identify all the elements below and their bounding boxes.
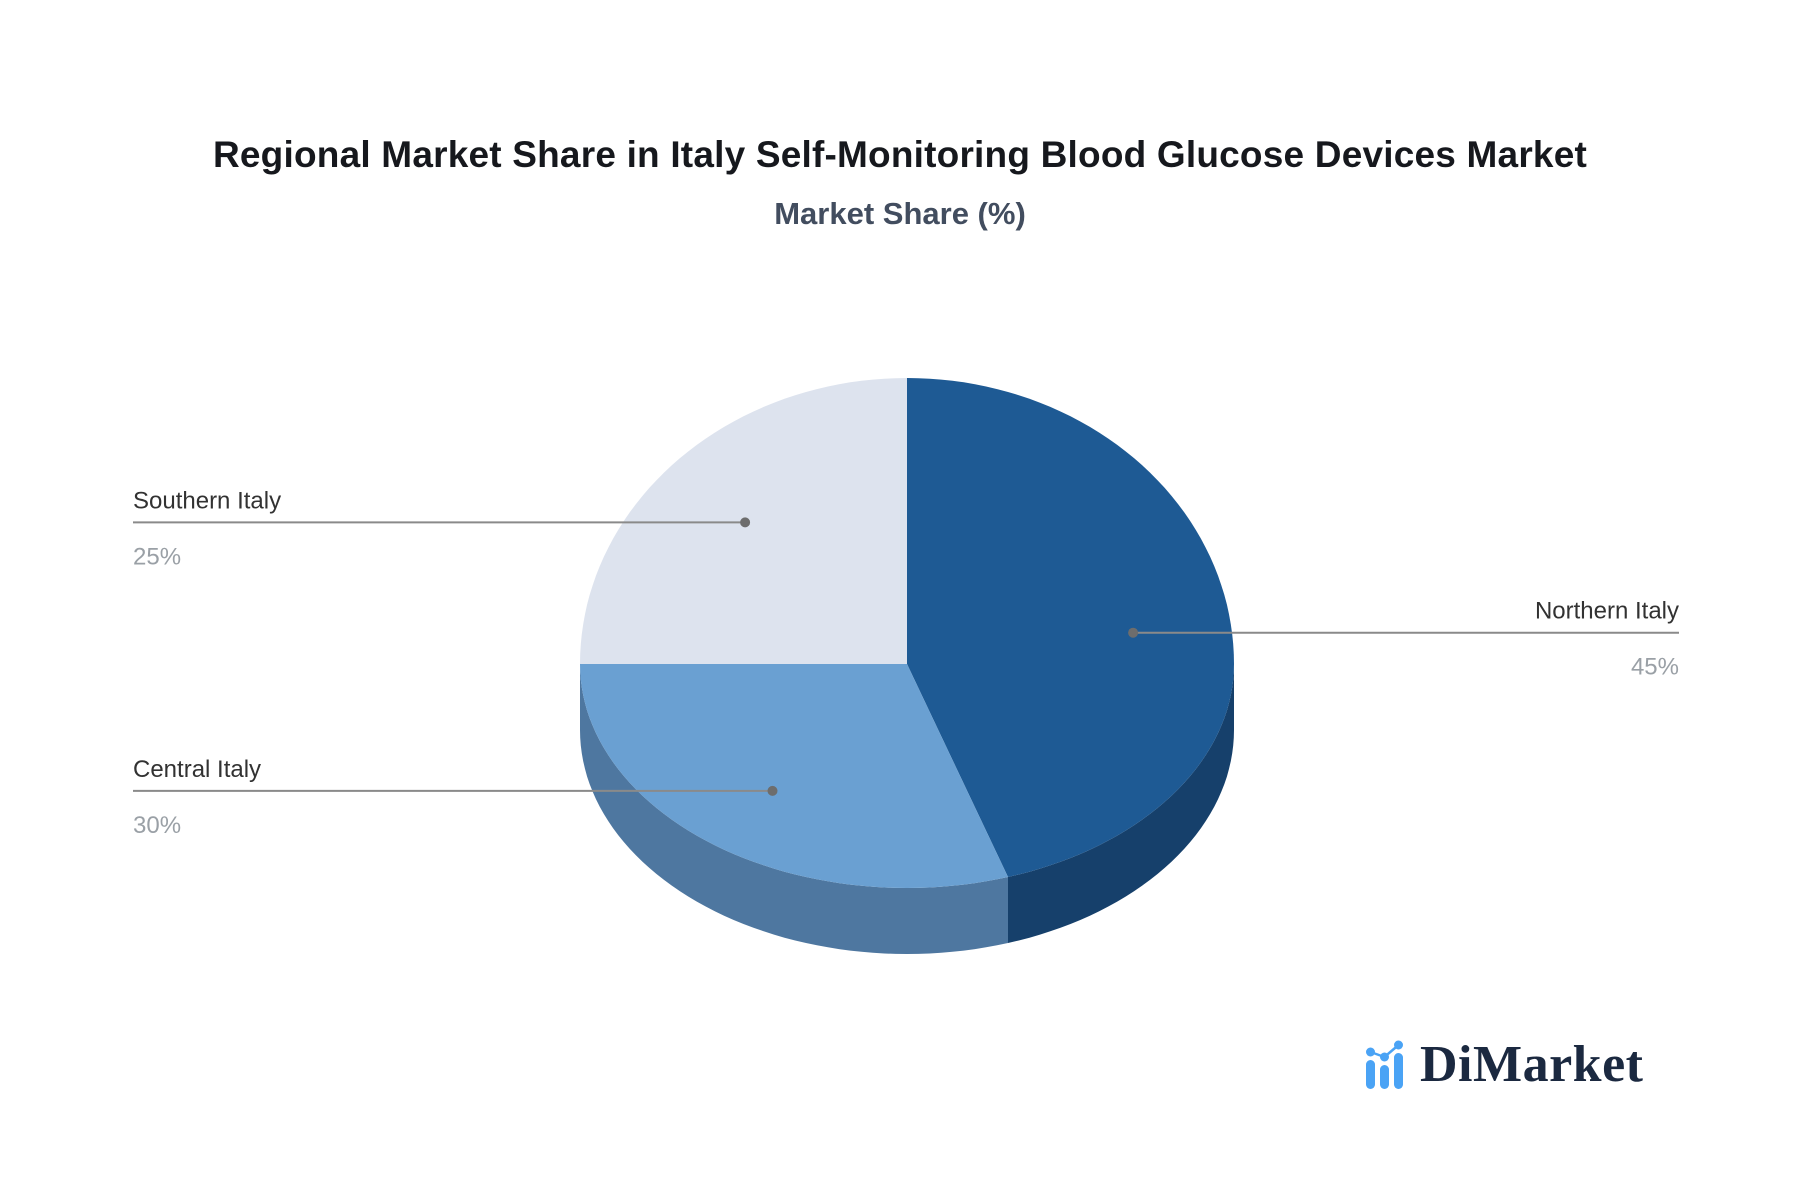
slice-percent-central-italy: 30%	[133, 812, 181, 839]
dimarket-logo-text: DiMarket	[1420, 1036, 1644, 1093]
dimarket-logo-icon	[1366, 1040, 1403, 1089]
leader-dot-northern-italy	[1128, 627, 1139, 638]
pie-slice-side-central-italy	[580, 664, 1008, 954]
pie-slice-northern-italy[interactable]	[907, 378, 1234, 877]
chart-subtitle: Market Share (%)	[774, 196, 1026, 231]
slice-percent-southern-italy: 25%	[133, 543, 181, 570]
slice-label-northern-italy: Northern Italy	[1535, 598, 1679, 625]
pie-slice-central-italy[interactable]	[580, 664, 1008, 888]
leader-dot-southern-italy	[740, 517, 751, 528]
slice-label-southern-italy: Southern Italy	[133, 487, 281, 514]
slice-label-central-italy: Central Italy	[133, 756, 261, 783]
slice-percent-northern-italy: 45%	[1631, 654, 1679, 681]
dimarket-logo: DiMarket	[1360, 1036, 1643, 1096]
chart-title: Regional Market Share in Italy Self-Moni…	[212, 134, 1588, 175]
leader-dot-central-italy	[767, 785, 778, 796]
pie-slice-side-northern-italy	[1008, 664, 1234, 943]
